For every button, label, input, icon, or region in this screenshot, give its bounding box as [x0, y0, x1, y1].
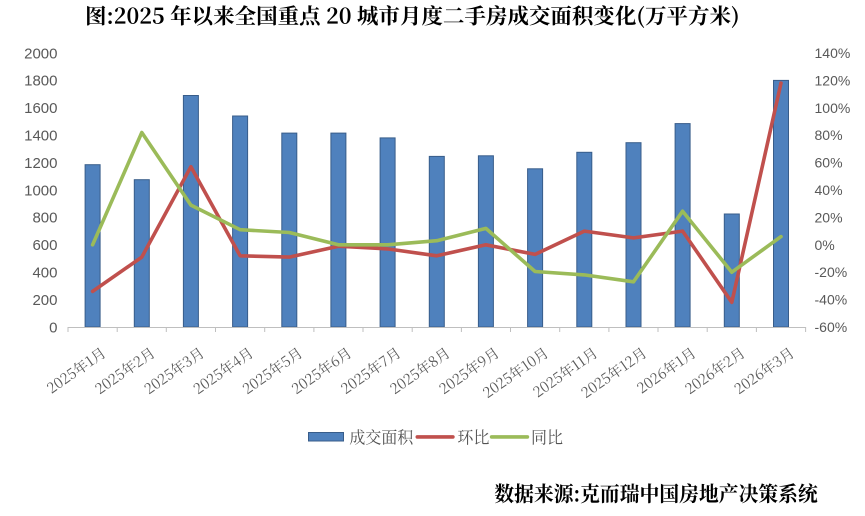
svg-text:40%: 40%: [815, 182, 843, 198]
svg-text:20%: 20%: [815, 209, 843, 225]
svg-text:600: 600: [32, 237, 57, 254]
svg-text:1000: 1000: [24, 182, 57, 199]
svg-text:200: 200: [32, 292, 57, 309]
svg-text:100%: 100%: [815, 100, 851, 116]
svg-text:1200: 1200: [24, 155, 57, 172]
svg-text:-40%: -40%: [815, 292, 848, 308]
svg-text:80%: 80%: [815, 127, 843, 143]
svg-text:120%: 120%: [815, 72, 851, 88]
svg-text:2000: 2000: [24, 45, 57, 62]
svg-text:800: 800: [32, 210, 57, 227]
svg-text:-20%: -20%: [815, 264, 848, 280]
svg-text:0%: 0%: [815, 237, 835, 253]
svg-text:400: 400: [32, 265, 57, 282]
svg-text:0: 0: [49, 319, 57, 336]
svg-text:1400: 1400: [24, 128, 57, 145]
svg-text:1600: 1600: [24, 100, 57, 117]
svg-text:1800: 1800: [24, 73, 57, 90]
svg-text:140%: 140%: [815, 45, 851, 61]
svg-text:60%: 60%: [815, 155, 843, 171]
svg-text:-60%: -60%: [815, 319, 848, 335]
